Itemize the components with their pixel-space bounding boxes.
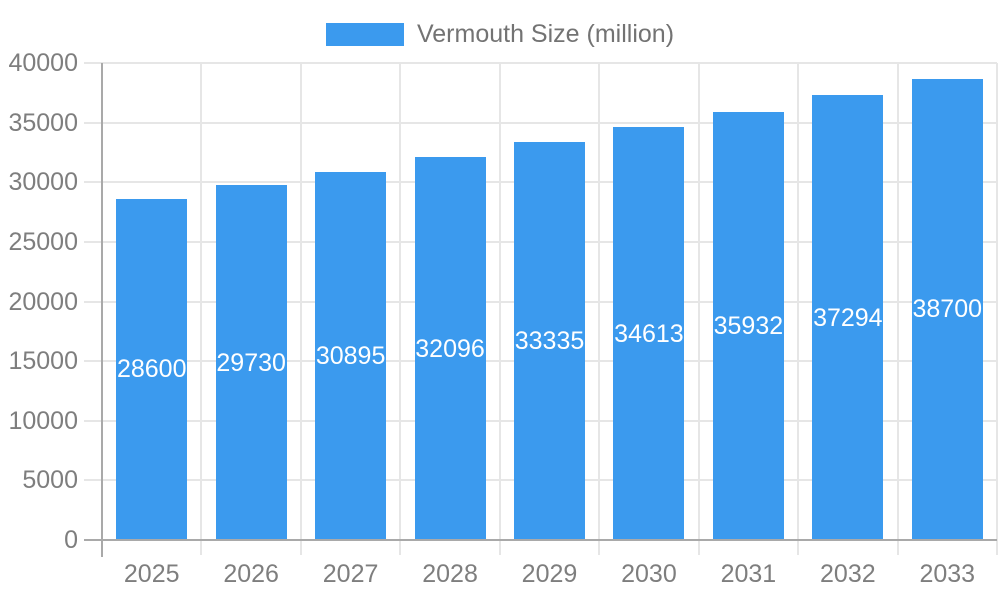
bar-2025[interactable] (116, 198, 188, 540)
y-axis-tick-label: 25000 (8, 227, 78, 256)
bar-value-label: 38700 (912, 295, 983, 324)
x-gridline (299, 63, 302, 555)
x-gridline (996, 63, 998, 555)
y-axis-tick-label: 15000 (8, 347, 78, 376)
y-axis-line (101, 63, 103, 557)
legend: Vermouth Size (million) (0, 20, 1000, 48)
y-gridline (84, 121, 997, 124)
x-axis-tick-label: 2029 (521, 560, 578, 588)
x-axis-tick-label: 2025 (123, 560, 180, 588)
bar-value-label: 30895 (315, 341, 386, 370)
bar-value-label: 33335 (514, 327, 585, 356)
y-axis-tick-label: 10000 (8, 406, 78, 435)
bar-2026[interactable] (215, 185, 287, 540)
x-axis-tick-label: 2031 (720, 560, 777, 588)
x-axis-tick-label: 2030 (621, 560, 677, 588)
x-gridline (498, 63, 501, 555)
bar-2028[interactable] (414, 157, 486, 540)
x-gridline (200, 63, 203, 555)
legend-item-vermouth-size[interactable]: Vermouth Size (million) (325, 20, 675, 48)
x-axis-tick-label: 2032 (820, 560, 876, 588)
bar-2031[interactable] (712, 111, 784, 540)
bar-value-label: 34613 (614, 319, 684, 348)
y-axis-tick-label: 30000 (8, 168, 78, 197)
x-gridline (598, 63, 601, 555)
y-axis-tick-label: 20000 (8, 287, 78, 316)
x-axis-tick-label: 2027 (322, 560, 379, 588)
x-axis-tick-label: 2028 (422, 560, 478, 588)
bar-2033[interactable] (911, 78, 983, 540)
bar-value-label: 32096 (415, 334, 485, 363)
bar-value-label: 29730 (216, 348, 286, 377)
y-axis-tick-label: 5000 (22, 466, 78, 495)
x-gridline (896, 63, 899, 555)
x-gridline (797, 63, 800, 555)
y-gridline (84, 62, 997, 64)
bar-value-label: 35932 (713, 311, 784, 340)
bar-2032[interactable] (812, 95, 884, 540)
y-axis-tick-label: 35000 (8, 108, 78, 137)
y-axis-tick-label: 0 (64, 526, 78, 554)
legend-swatch (325, 22, 404, 46)
x-gridline (399, 63, 402, 555)
x-gridline (697, 63, 700, 555)
bar-2027[interactable] (315, 171, 387, 540)
x-axis-tick-label: 2026 (223, 560, 279, 588)
bar-2029[interactable] (514, 142, 585, 540)
legend-label: Vermouth Size (million) (416, 20, 675, 48)
x-axis-tick-label: 2033 (919, 560, 976, 588)
bar-value-label: 28600 (116, 355, 187, 384)
bar-value-label: 37294 (813, 303, 883, 332)
bar-2030[interactable] (613, 127, 685, 540)
x-axis-line (84, 539, 997, 541)
y-axis-tick-label: 40000 (8, 49, 78, 77)
